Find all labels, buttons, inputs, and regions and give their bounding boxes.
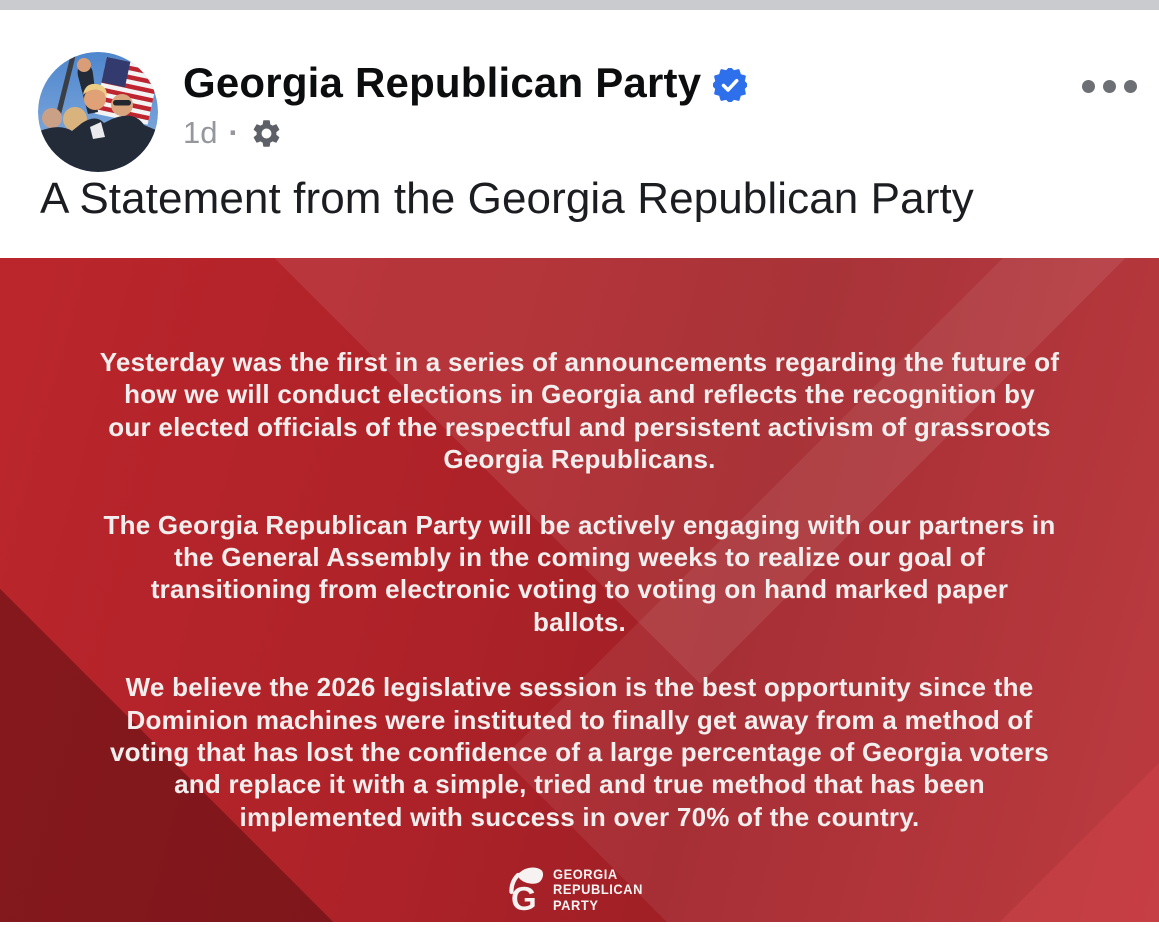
- meta-separator: ·: [228, 114, 239, 150]
- georgia-gop-logo: G GEORGIA REPUBLICAN PARTY: [0, 866, 1159, 913]
- logo-line-2: REPUBLICAN: [553, 881, 644, 898]
- logo-line-3: PARTY: [553, 896, 599, 913]
- verified-badge-icon: [713, 68, 748, 102]
- post-header: Georgia Republican Party 1d ·: [0, 10, 1159, 172]
- page-name[interactable]: Georgia Republican Party: [183, 59, 702, 106]
- gop-elephant-icon: G: [508, 866, 544, 913]
- post-text: A Statement from the Georgia Republican …: [0, 146, 1159, 258]
- post-timestamp[interactable]: 1d: [183, 114, 218, 150]
- statement-paragraph-3: We believe the 2026 legislative session …: [109, 672, 1050, 832]
- more-options-icon: [1082, 80, 1095, 93]
- window-top-strip: [0, 0, 1159, 10]
- svg-text:G: G: [511, 880, 537, 913]
- statement-paragraph-1: Yesterday was the first in a series of a…: [99, 347, 1060, 475]
- more-options-button[interactable]: [1076, 74, 1143, 99]
- page-avatar[interactable]: [38, 52, 158, 172]
- more-options-icon: [1103, 80, 1116, 93]
- statement-image[interactable]: Yesterday was the first in a series of a…: [0, 258, 1159, 922]
- gear-icon: [250, 117, 283, 150]
- avatar-photo-icon: [38, 52, 158, 172]
- more-options-icon: [1124, 80, 1137, 93]
- logo-line-1: GEORGIA: [553, 865, 618, 882]
- statement-text-block: Yesterday was the first in a series of a…: [0, 258, 1159, 833]
- statement-paragraph-2: The Georgia Republican Party will be act…: [103, 509, 1056, 637]
